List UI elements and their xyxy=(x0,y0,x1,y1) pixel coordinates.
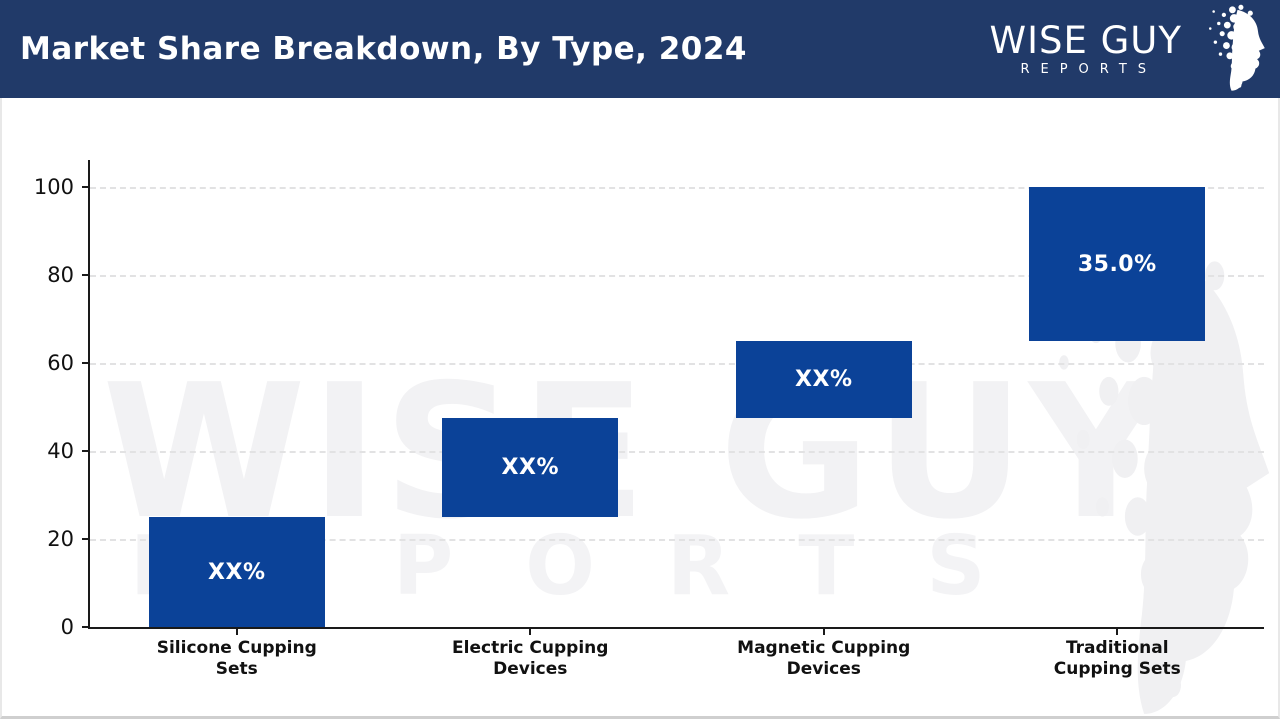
brand-head-icon xyxy=(1208,4,1265,91)
gridline-20 xyxy=(90,539,1264,541)
brand-subtitle: REPORTS xyxy=(1020,61,1158,77)
x-tick-mark xyxy=(235,629,238,635)
x-tick-label: Traditional Cupping Sets xyxy=(987,638,1247,680)
bar-value-label: 35.0% xyxy=(1077,251,1157,277)
y-tick-mark xyxy=(82,626,88,628)
y-tick-label: 40 xyxy=(47,439,74,463)
brand-name: WISE GUY xyxy=(989,18,1182,62)
gridline-100 xyxy=(90,187,1264,189)
page-title: Market Share Breakdown, By Type, 2024 xyxy=(20,31,748,67)
x-tick-label-line: Cupping Sets xyxy=(1053,659,1181,679)
bar-value-label: XX% xyxy=(208,559,266,585)
gridline-80 xyxy=(90,275,1264,277)
header-bar: Market Share Breakdown, By Type, 2024 WI… xyxy=(0,0,1280,98)
y-tick-mark xyxy=(82,362,88,364)
x-tick-label-line: Electric Cupping xyxy=(452,638,609,658)
bar-4: 35.0% xyxy=(1029,187,1206,341)
y-tick-label: 0 xyxy=(60,615,74,639)
plot-area: 0 20 40 60 80 100 XX% Silicone Cupping Sets XX% El… xyxy=(34,160,1264,679)
x-tick-label-line: Magnetic Cupping xyxy=(737,638,911,658)
y-tick-mark xyxy=(82,538,88,540)
bar-value-label: XX% xyxy=(795,367,853,392)
gridline-40 xyxy=(90,451,1264,453)
y-tick-label: 100 xyxy=(33,175,74,199)
y-tick-label: 20 xyxy=(47,527,74,551)
x-tick-label: Electric Cupping Devices xyxy=(400,638,660,680)
x-tick-label-line: Traditional xyxy=(1065,638,1169,658)
x-tick-label-line: Silicone Cupping xyxy=(156,638,317,658)
x-axis-line xyxy=(88,627,1264,629)
bar-3: XX% xyxy=(735,341,912,418)
x-tick-label: Silicone Cupping Sets xyxy=(107,638,367,680)
x-tick-label-line: Sets xyxy=(215,659,258,679)
brand-logo-text: WISE GUY REPORTS xyxy=(989,18,1182,77)
y-axis-line xyxy=(88,160,90,629)
x-tick-label-line: Devices xyxy=(493,659,568,679)
y-tick-label: 80 xyxy=(47,263,74,287)
bar-2: XX% xyxy=(442,418,619,517)
chart-area: WISE GUY REPORTS 0 20 40 60 80 100 XX% Silicone… xyxy=(0,98,1280,719)
x-tick-label: Magnetic Cupping Devices xyxy=(694,638,954,680)
x-tick-label-line: Devices xyxy=(786,659,861,679)
x-tick-mark xyxy=(822,629,825,635)
x-tick-mark xyxy=(1116,629,1119,635)
gridline-60 xyxy=(90,363,1264,365)
x-tick-mark xyxy=(529,629,532,635)
y-tick-mark xyxy=(82,186,88,188)
y-tick-mark xyxy=(82,274,88,276)
bar-1: XX% xyxy=(148,517,325,627)
y-tick-mark xyxy=(82,450,88,452)
brand-logo: WISE GUY REPORTS xyxy=(990,3,1280,95)
y-tick-label: 60 xyxy=(47,351,74,375)
bar-value-label: XX% xyxy=(501,455,559,480)
